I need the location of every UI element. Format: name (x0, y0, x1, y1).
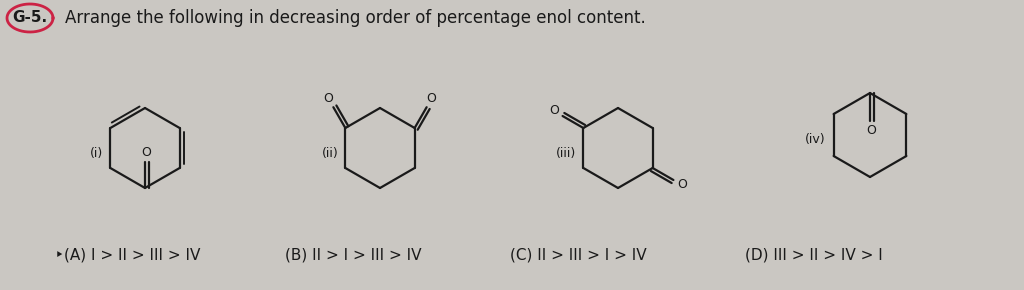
Text: (C) II > III > I > IV: (C) II > III > I > IV (510, 247, 646, 262)
Text: G-5.: G-5. (12, 10, 47, 26)
Text: Arrange the following in decreasing order of percentage enol content.: Arrange the following in decreasing orde… (65, 9, 646, 27)
Text: O: O (677, 179, 687, 191)
Text: O: O (324, 92, 333, 105)
Text: O: O (141, 146, 152, 160)
Text: ‣(A) I > II > III > IV: ‣(A) I > II > III > IV (55, 247, 201, 262)
Text: (iii): (iii) (556, 146, 577, 160)
Text: O: O (427, 92, 436, 105)
Text: (B) II > I > III > IV: (B) II > I > III > IV (285, 247, 422, 262)
Text: (D) III > II > IV > I: (D) III > II > IV > I (745, 247, 883, 262)
Text: (iv): (iv) (805, 133, 825, 146)
Text: O: O (866, 124, 877, 137)
Text: O: O (549, 104, 559, 117)
Text: (ii): (ii) (322, 146, 339, 160)
Text: (i): (i) (90, 146, 103, 160)
